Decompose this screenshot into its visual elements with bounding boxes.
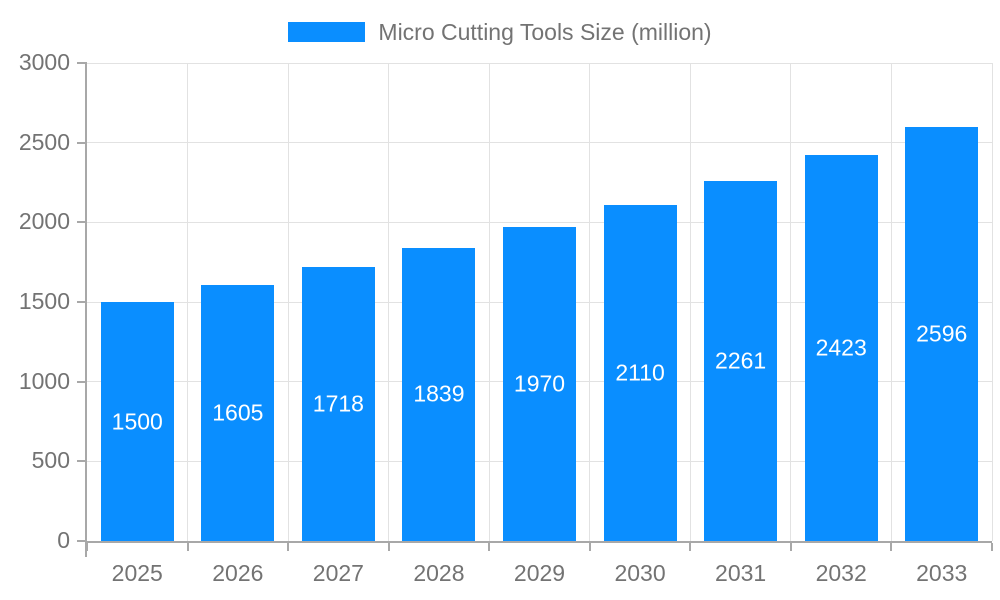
x-tick-label: 2030 <box>614 560 666 586</box>
y-gridline <box>87 62 992 64</box>
bar-2032[interactable]: 2423 <box>804 154 878 541</box>
y-tick-label: 2000 <box>18 208 70 235</box>
x-tick-mark <box>890 543 893 551</box>
x-gridline <box>287 63 289 541</box>
x-tick-label: 2028 <box>413 560 465 586</box>
x-tick-label: 2026 <box>212 560 264 586</box>
y-tick-mark <box>77 380 87 383</box>
x-tick-mark <box>186 543 189 551</box>
x-gridline <box>187 63 189 541</box>
legend-swatch <box>288 22 366 42</box>
bar-2027[interactable]: 1718 <box>301 267 375 541</box>
x-tick-label: 2027 <box>312 560 364 586</box>
x-tick-label: 2031 <box>715 560 767 586</box>
x-gridline <box>589 63 591 541</box>
bar-value-label: 1718 <box>312 390 364 417</box>
x-tick-mark <box>789 543 792 551</box>
y-gridline <box>87 142 992 144</box>
y-tick-label: 1000 <box>18 367 70 394</box>
y-tick-mark <box>77 141 87 144</box>
bar-value-label: 1839 <box>413 380 465 407</box>
x-tick-mark <box>387 543 390 551</box>
x-gridline <box>488 63 490 541</box>
bar-2028[interactable]: 1839 <box>402 247 476 541</box>
x-gridline <box>890 63 892 541</box>
x-tick-label: 2029 <box>513 560 566 586</box>
y-gridline <box>87 221 992 223</box>
legend-series-label: Micro Cutting Tools Size (million) <box>378 18 712 45</box>
x-tick-label: 2033 <box>916 560 968 586</box>
y-tick-label: 2500 <box>18 128 70 155</box>
y-tick-mark <box>77 460 87 463</box>
bar-value-label: 2110 <box>615 359 665 386</box>
x-gridline <box>790 63 792 541</box>
bar-value-label: 1970 <box>513 370 566 397</box>
x-tick-mark <box>689 543 692 551</box>
x-gridline <box>991 63 993 541</box>
bar-value-label: 1500 <box>111 408 163 434</box>
y-axis-line <box>85 63 87 557</box>
y-tick-label: 3000 <box>18 49 70 76</box>
bar-2026[interactable]: 1605 <box>201 285 275 541</box>
x-tick-mark <box>991 543 993 551</box>
x-tick-mark <box>86 543 88 551</box>
x-tick-mark <box>287 543 290 551</box>
bar-value-label: 1605 <box>212 399 264 426</box>
bar-2033[interactable]: 2596 <box>905 127 979 541</box>
y-tick-mark <box>77 540 87 542</box>
bar-2031[interactable]: 2261 <box>704 180 778 541</box>
y-tick-mark <box>77 62 87 64</box>
bar-value-label: 2261 <box>715 347 767 374</box>
legend[interactable]: Micro Cutting Tools Size (million) <box>0 10 1000 54</box>
bar-value-label: 2423 <box>815 334 867 361</box>
y-tick-label: 1500 <box>18 288 70 315</box>
x-axis-line <box>87 541 992 543</box>
bar-2029[interactable]: 1970 <box>503 227 576 541</box>
y-tick-label: 500 <box>31 447 70 474</box>
bar-2030[interactable]: 2110 <box>603 204 677 541</box>
bar-2025[interactable]: 1500 <box>100 302 174 541</box>
x-tick-label: 2032 <box>815 560 867 586</box>
y-tick-label: 0 <box>57 527 70 554</box>
y-tick-mark <box>77 221 87 224</box>
x-tick-mark <box>488 543 491 551</box>
y-tick-mark <box>77 301 87 303</box>
bar-value-label: 2596 <box>916 320 968 347</box>
x-gridline <box>388 63 390 541</box>
x-gridline <box>689 63 691 541</box>
x-tick-mark <box>588 543 591 551</box>
x-tick-label: 2025 <box>111 560 163 586</box>
